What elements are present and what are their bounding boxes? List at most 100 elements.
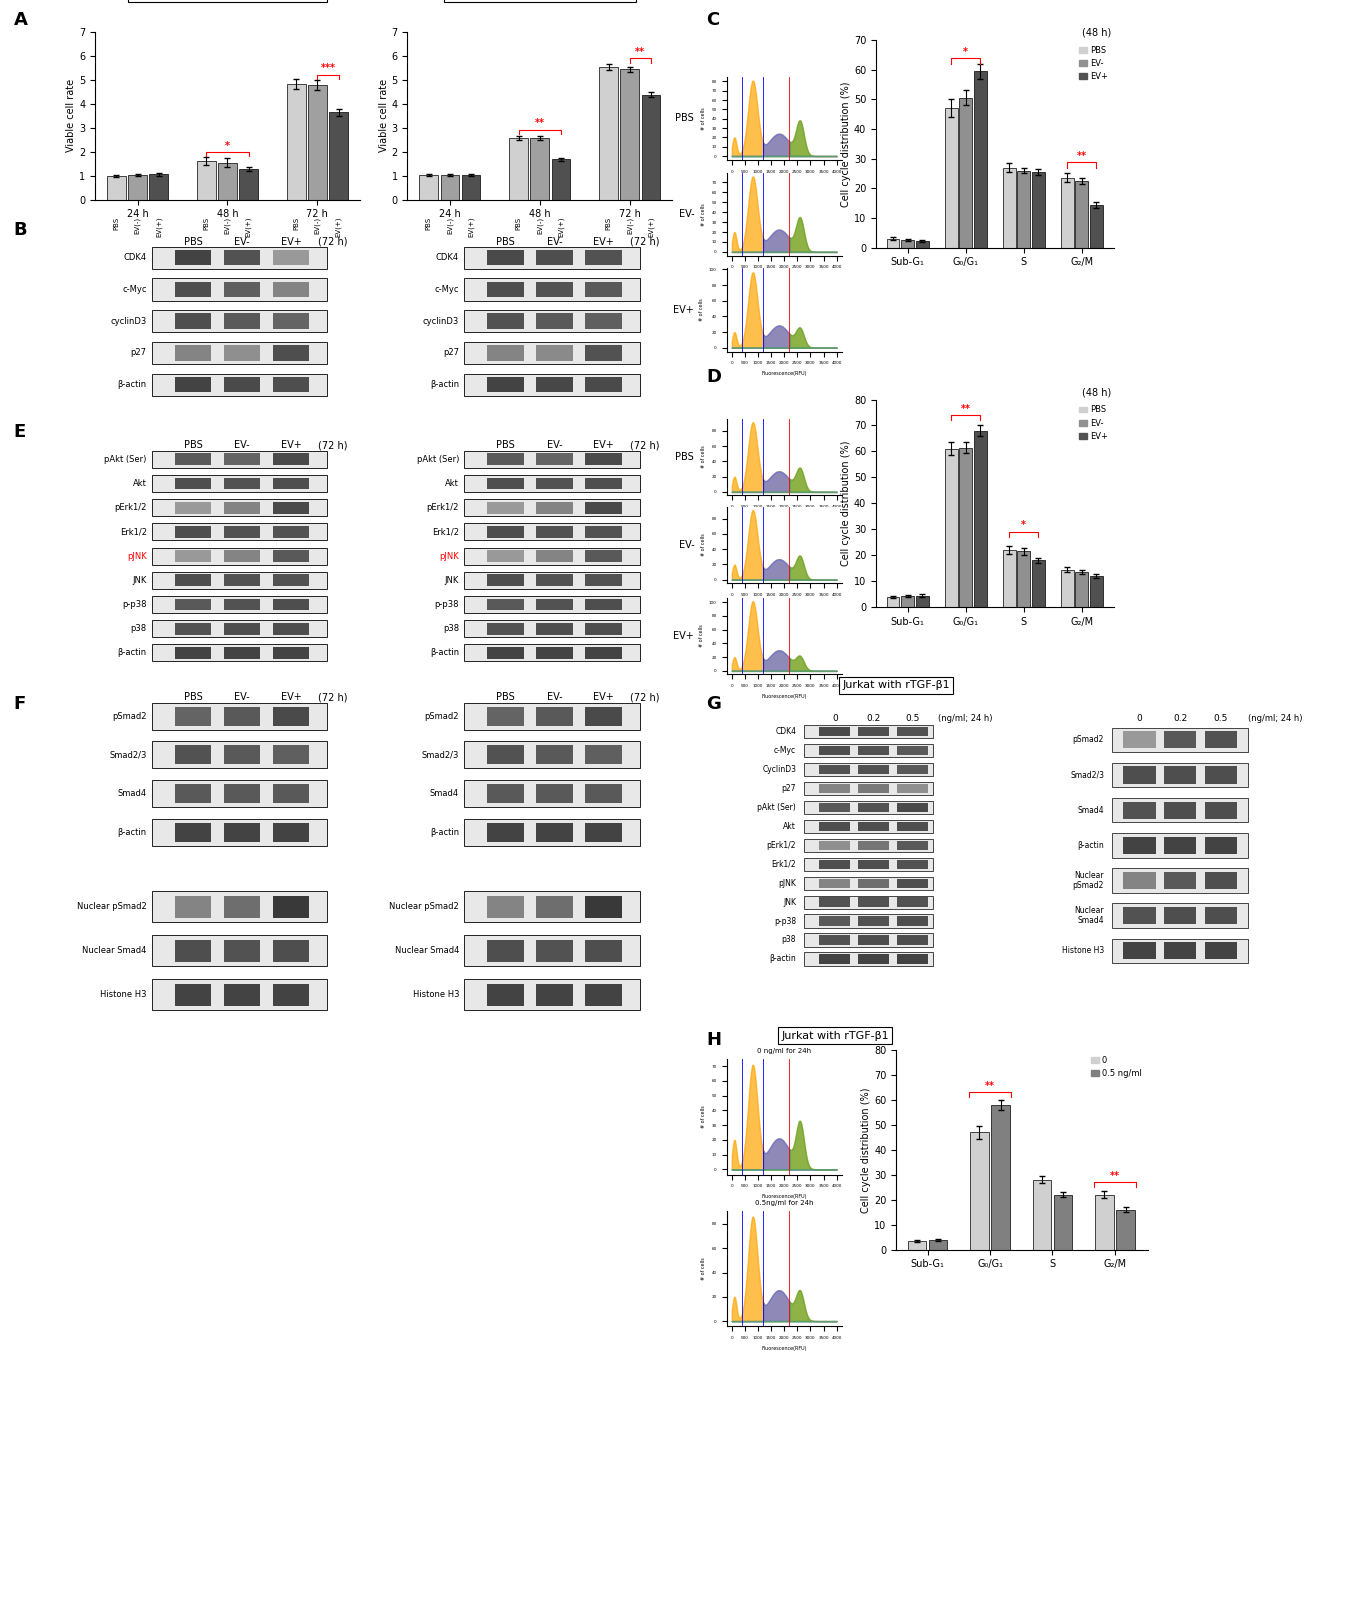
Bar (464, 644, 640, 662)
Text: Smad2/3: Smad2/3 (1070, 770, 1104, 780)
Bar (970, 1133, 989, 1250)
Bar (273, 746, 310, 764)
Bar (128, 176, 147, 200)
Text: PBS: PBS (183, 692, 202, 702)
Text: JNK: JNK (444, 575, 459, 585)
Bar (1205, 908, 1237, 924)
Bar (819, 916, 850, 925)
Bar (536, 896, 573, 917)
Bar (273, 896, 310, 917)
Bar (896, 802, 928, 812)
Text: EV(+): EV(+) (335, 216, 342, 237)
Bar (464, 499, 640, 516)
Bar (175, 454, 210, 465)
Text: EV+: EV+ (593, 439, 614, 451)
Text: β-actin: β-actin (770, 954, 796, 964)
Bar (804, 858, 933, 871)
Bar (273, 345, 310, 361)
Text: Nuclear pSmad2: Nuclear pSmad2 (77, 903, 147, 911)
Bar (175, 896, 210, 917)
Bar (175, 940, 210, 962)
Bar (175, 623, 210, 634)
Bar (152, 524, 327, 540)
Bar (239, 169, 258, 200)
Bar (152, 572, 327, 588)
Bar (858, 746, 889, 756)
Y-axis label: # of cells: # of cells (701, 1258, 706, 1280)
Bar (585, 623, 622, 634)
Text: **: ** (1109, 1171, 1120, 1181)
Bar (224, 746, 261, 764)
Bar (819, 879, 850, 888)
Text: CDK4: CDK4 (124, 252, 147, 262)
Bar (224, 574, 261, 586)
Text: Smad4: Smad4 (1077, 805, 1104, 815)
Bar (464, 278, 640, 300)
Text: EV(-): EV(-) (224, 216, 231, 233)
Y-axis label: # of cells: # of cells (701, 534, 706, 556)
Bar (224, 706, 261, 725)
Bar (991, 1104, 1010, 1250)
Bar (488, 746, 524, 764)
Text: Erk1/2: Erk1/2 (771, 860, 796, 869)
Bar (819, 802, 850, 812)
Text: pJNK: pJNK (439, 551, 459, 561)
Bar (585, 647, 622, 658)
Text: c-Myc: c-Myc (435, 284, 459, 294)
Text: EV-: EV- (235, 439, 250, 451)
Bar (273, 647, 310, 658)
Bar (1112, 868, 1248, 893)
Bar (464, 741, 640, 769)
Bar (152, 499, 327, 516)
Bar (945, 449, 957, 607)
Bar (536, 647, 573, 658)
Bar (152, 980, 327, 1010)
Bar (858, 821, 889, 831)
Text: p-p38: p-p38 (122, 599, 147, 609)
Y-axis label: Cell cycle distribution (%): Cell cycle distribution (%) (861, 1087, 872, 1213)
Bar (804, 839, 933, 852)
Text: β-actin: β-actin (1077, 841, 1104, 850)
Bar (464, 935, 640, 967)
Text: Smad4: Smad4 (118, 789, 147, 797)
Bar (536, 249, 573, 265)
Text: pAkt (Ser): pAkt (Ser) (105, 455, 147, 463)
Bar (175, 281, 210, 297)
Bar (858, 954, 889, 964)
Bar (1205, 837, 1237, 853)
Bar (819, 821, 850, 831)
Bar (1116, 1210, 1135, 1250)
Bar (175, 526, 210, 539)
Bar (585, 984, 622, 1005)
Bar (804, 933, 933, 946)
Text: EV(-): EV(-) (536, 216, 543, 233)
Bar (1123, 908, 1156, 924)
Bar (1123, 732, 1156, 748)
Bar (273, 984, 310, 1005)
Text: p27: p27 (782, 785, 796, 793)
Bar (464, 596, 640, 614)
Bar (308, 85, 327, 200)
Bar (488, 785, 524, 802)
Bar (585, 940, 622, 962)
Bar (536, 940, 573, 962)
Bar (488, 281, 524, 297)
Bar (819, 785, 850, 793)
Text: (72 h): (72 h) (318, 692, 348, 702)
Text: (48 h): (48 h) (1082, 27, 1111, 38)
Bar (273, 281, 310, 297)
Bar (858, 727, 889, 737)
Bar (152, 475, 327, 492)
Text: D: D (706, 368, 721, 385)
Bar (896, 821, 928, 831)
Bar (464, 572, 640, 588)
Bar (464, 310, 640, 332)
Bar (488, 706, 524, 725)
Bar (152, 374, 327, 396)
Bar (804, 877, 933, 890)
Text: PBS: PBS (606, 216, 611, 230)
Y-axis label: # of cells: # of cells (701, 107, 706, 129)
Bar (536, 574, 573, 586)
Bar (488, 249, 524, 265)
Bar (1076, 572, 1088, 607)
